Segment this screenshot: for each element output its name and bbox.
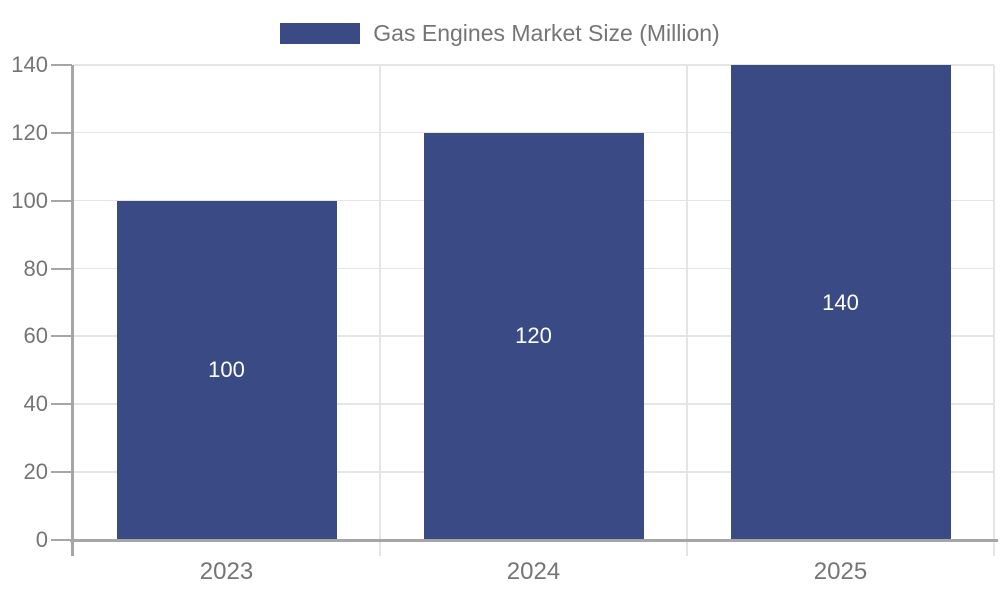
- y-tick-label: 100: [11, 187, 48, 213]
- y-tick-label: 60: [23, 323, 48, 349]
- bar-value-label: 100: [208, 357, 245, 383]
- y-tick-label: 140: [11, 52, 48, 77]
- h-gridline: [73, 64, 994, 66]
- v-gridline: [379, 65, 381, 556]
- y-axis-tick: [51, 64, 72, 66]
- y-axis-tick: [51, 131, 72, 134]
- bar-value-label: 140: [822, 289, 859, 315]
- y-axis-tick: [51, 403, 72, 406]
- y-tick-label: 40: [23, 391, 48, 417]
- y-tick-label: 80: [23, 255, 48, 281]
- bar: [730, 65, 951, 540]
- y-axis-tick: [51, 267, 72, 270]
- y-axis-tick: [51, 471, 72, 474]
- x-axis-line: [70, 539, 998, 542]
- x-tick-label: 2023: [199, 558, 254, 585]
- y-tick-label: 20: [23, 459, 48, 485]
- v-gridline: [993, 65, 995, 556]
- y-axis-tick: [51, 199, 72, 202]
- h-gridline: [73, 131, 994, 134]
- legend-swatch: [280, 22, 361, 44]
- bar-value-label: 120: [515, 323, 552, 349]
- y-tick-label: 0: [35, 527, 48, 552]
- legend-label: Gas Engines Market Size (Million): [373, 19, 720, 46]
- x-tick-label: 2024: [506, 558, 561, 585]
- legend[interactable]: Gas Engines Market Size (Million): [0, 14, 1000, 52]
- bar: [116, 200, 337, 540]
- y-axis-tick: [51, 539, 72, 541]
- y-axis-tick: [51, 335, 72, 338]
- v-gridline: [686, 65, 688, 556]
- bar: [423, 132, 644, 540]
- x-tick-label: 2025: [813, 558, 868, 585]
- y-tick-label: 120: [11, 119, 48, 145]
- y-axis-line: [71, 65, 74, 556]
